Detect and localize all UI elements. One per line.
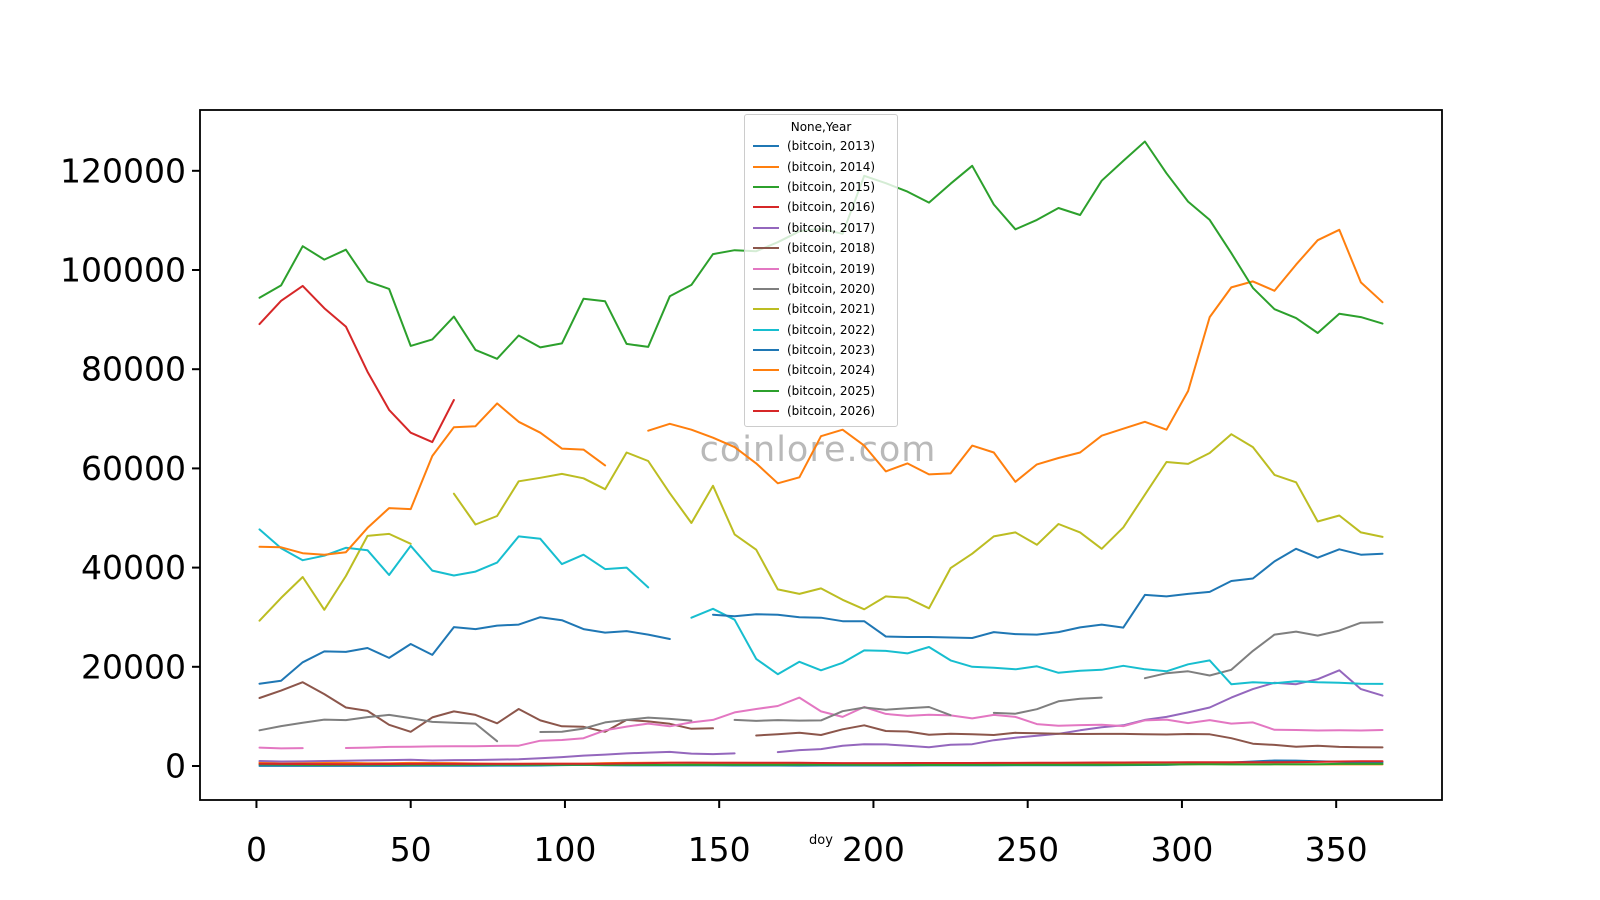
legend-title: None,Year — [790, 120, 852, 134]
legend-line-swatch — [753, 145, 779, 148]
series-2017-line — [258, 750, 736, 763]
series-2024-line — [258, 402, 607, 556]
legend-entry-2018: (bitcoin, 2018) — [745, 238, 897, 258]
series-2023-line — [258, 616, 671, 685]
legend-line-swatch — [753, 410, 779, 413]
x-tick-label: 50 — [390, 830, 432, 869]
y-tick-label: 60000 — [81, 449, 186, 488]
legend-entry-2016: (bitcoin, 2016) — [745, 197, 897, 217]
series-2022-line — [258, 528, 650, 589]
legend-line-swatch — [753, 287, 779, 290]
legend-entry-2014: (bitcoin, 2014) — [745, 156, 897, 176]
legend-entry-2021: (bitcoin, 2021) — [745, 299, 897, 319]
legend-line-swatch — [753, 185, 779, 188]
legend-entry-2017: (bitcoin, 2017) — [745, 218, 897, 238]
legend-entry-2022: (bitcoin, 2022) — [745, 320, 897, 340]
y-tick-label: 40000 — [81, 548, 186, 587]
chart-legend: None,Year (bitcoin, 2013) (bitcoin, 2014)… — [744, 114, 898, 428]
series-2020-line — [539, 716, 693, 733]
legend-entry-label: (bitcoin, 2013) — [787, 139, 876, 154]
y-tick-label: 120000 — [60, 151, 186, 190]
legend-line-swatch — [753, 165, 779, 168]
legend-line-swatch — [753, 206, 779, 209]
legend-entry-label: (bitcoin, 2014) — [787, 159, 876, 174]
legend-entry-2023: (bitcoin, 2023) — [745, 340, 897, 360]
series-2020-line — [258, 713, 499, 743]
legend-entry-label: (bitcoin, 2020) — [787, 281, 876, 296]
series-2020-line — [992, 696, 1103, 715]
legend-line-swatch — [753, 328, 779, 331]
x-tick-label: 150 — [688, 830, 751, 869]
legend-line-swatch — [753, 226, 779, 229]
legend-entry-2013: (bitcoin, 2013) — [745, 136, 897, 156]
x-tick-label: 300 — [1150, 830, 1213, 869]
y-tick-label: 0 — [165, 746, 186, 785]
legend-entry-label: (bitcoin, 2016) — [787, 200, 876, 215]
x-tick-label: 250 — [996, 830, 1059, 869]
series-2020-line — [1143, 621, 1384, 680]
legend-entry-2020: (bitcoin, 2020) — [745, 279, 897, 299]
series-2020-line — [733, 706, 952, 722]
legend-entry-label: (bitcoin, 2024) — [787, 363, 876, 378]
series-2024-line — [647, 228, 1384, 485]
x-tick-label: 0 — [246, 830, 267, 869]
legend-entry-label: (bitcoin, 2026) — [787, 404, 876, 419]
y-tick-label: 20000 — [81, 647, 186, 686]
series-2016-line — [258, 760, 1384, 766]
legend-entry-2024: (bitcoin, 2024) — [745, 360, 897, 380]
legend-entry-2026: (bitcoin, 2026) — [745, 401, 897, 421]
legend-line-swatch — [753, 247, 779, 250]
series-2018-line — [258, 681, 714, 733]
x-tick-label: 200 — [842, 830, 905, 869]
legend-entry-2019: (bitcoin, 2019) — [745, 258, 897, 278]
x-tick-label: 100 — [533, 830, 596, 869]
x-axis-label: doy — [809, 833, 833, 848]
legend-entry-label: (bitcoin, 2022) — [787, 322, 876, 337]
legend-entry-label: (bitcoin, 2025) — [787, 383, 876, 398]
legend-entry-2015: (bitcoin, 2015) — [745, 177, 897, 197]
legend-line-swatch — [753, 389, 779, 392]
series-2019-line — [258, 746, 304, 750]
series-2018-line — [755, 724, 1384, 749]
legend-line-swatch — [753, 369, 779, 372]
series-2021-line — [452, 433, 1384, 611]
legend-entry-label: (bitcoin, 2017) — [787, 220, 876, 235]
legend-entry-2025: (bitcoin, 2025) — [745, 381, 897, 401]
legend-entry-label: (bitcoin, 2018) — [787, 241, 876, 256]
series-2022-line — [690, 607, 1384, 686]
axes-spines — [199, 109, 1443, 801]
legend-entry-label: (bitcoin, 2019) — [787, 261, 876, 276]
legend-entry-label: (bitcoin, 2023) — [787, 343, 876, 358]
legend-line-swatch — [753, 267, 779, 270]
series-2026-line — [258, 284, 455, 444]
legend-entry-label: (bitcoin, 2021) — [787, 302, 876, 317]
series-2019-line — [344, 696, 1384, 749]
y-tick-label: 80000 — [81, 350, 186, 389]
legend-line-swatch — [753, 349, 779, 352]
series-2021-line — [258, 532, 412, 622]
series-2023-line — [712, 547, 1384, 639]
x-tick-label: 350 — [1305, 830, 1368, 869]
legend-entry-label: (bitcoin, 2015) — [787, 179, 876, 194]
legend-line-swatch — [753, 308, 779, 311]
y-tick-label: 100000 — [60, 251, 186, 290]
